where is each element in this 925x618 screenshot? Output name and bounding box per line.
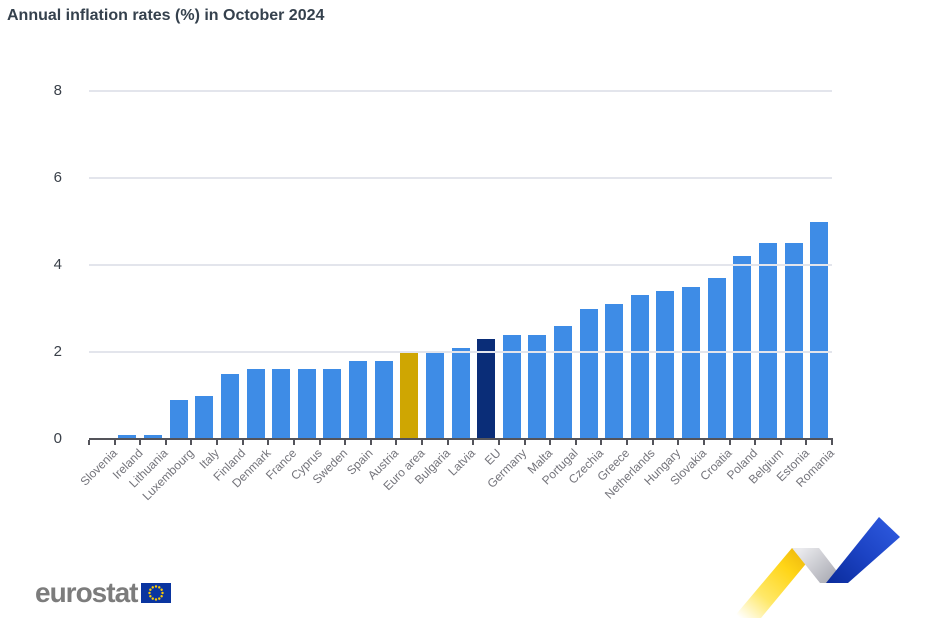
bar-france bbox=[272, 369, 291, 439]
x-tick-mark bbox=[267, 440, 270, 445]
x-tick-mark bbox=[318, 440, 321, 445]
x-tick-mark bbox=[651, 440, 654, 445]
x-tick-mark bbox=[805, 440, 808, 445]
bar-ireland bbox=[118, 434, 137, 439]
y-axis-label-0: 0 bbox=[53, 430, 62, 447]
x-tick-mark bbox=[702, 440, 705, 445]
bar-romania bbox=[810, 221, 829, 439]
bar-spain bbox=[349, 360, 368, 439]
x-tick-mark bbox=[549, 440, 552, 445]
bar-netherlands bbox=[630, 295, 649, 439]
y-axis-label-4: 4 bbox=[53, 256, 62, 273]
bar-czechia bbox=[579, 308, 598, 439]
y-axis-label-8: 8 bbox=[53, 82, 62, 99]
y-axis-label-6: 6 bbox=[53, 169, 62, 186]
bar-germany bbox=[502, 334, 521, 439]
x-tick-mark bbox=[472, 440, 475, 445]
bar-latvia bbox=[451, 347, 470, 439]
x-tick-mark bbox=[292, 440, 295, 445]
bar-malta bbox=[528, 334, 547, 439]
bar-bulgaria bbox=[425, 352, 444, 439]
bar-italy bbox=[195, 395, 214, 439]
bar-estonia bbox=[784, 243, 803, 439]
x-tick-mark bbox=[754, 440, 757, 445]
x-tick-mark bbox=[241, 440, 244, 445]
ribbon-silver-fold bbox=[792, 548, 846, 583]
bar-cyprus bbox=[297, 369, 316, 439]
x-tick-mark bbox=[164, 440, 167, 445]
bar-eu bbox=[477, 338, 496, 439]
bar-portugal bbox=[553, 325, 572, 439]
bar-austria bbox=[374, 360, 393, 439]
x-tick-mark bbox=[497, 440, 500, 445]
eurostat-logo: eurostat bbox=[35, 577, 172, 608]
chart-title: Annual inflation rates (%) in October 20… bbox=[7, 7, 325, 24]
x-tick-mark bbox=[779, 440, 782, 445]
gridline-6 bbox=[89, 177, 832, 179]
x-tick-mark bbox=[421, 440, 424, 445]
x-tick-mark bbox=[216, 440, 219, 445]
x-tick-mark bbox=[574, 440, 577, 445]
x-tick-mark bbox=[344, 440, 347, 445]
x-tick-mark bbox=[139, 440, 142, 445]
x-tick-mark bbox=[523, 440, 526, 445]
x-tick-mark bbox=[677, 440, 680, 445]
bar-greece bbox=[605, 304, 624, 439]
bar-lithuania bbox=[144, 434, 163, 439]
bar-euro-area bbox=[400, 352, 419, 439]
y-axis-label-2: 2 bbox=[53, 343, 62, 360]
eurostat-ribbon-graphic bbox=[733, 517, 900, 618]
bar-finland bbox=[220, 373, 239, 439]
x-tick-mark bbox=[190, 440, 193, 445]
gridline-2 bbox=[89, 351, 832, 353]
bar-luxembourg bbox=[169, 399, 188, 439]
x-tick-mark bbox=[831, 440, 833, 445]
x-tick-mark bbox=[88, 440, 90, 445]
ribbon-blue-band bbox=[826, 517, 900, 583]
bar-poland bbox=[733, 256, 752, 439]
bar-croatia bbox=[707, 278, 726, 439]
bar-slovakia bbox=[682, 286, 701, 439]
bar-sweden bbox=[323, 369, 342, 439]
x-tick-mark bbox=[600, 440, 603, 445]
ribbon-yellow-band bbox=[733, 548, 819, 618]
eu-flag-icon bbox=[141, 583, 172, 603]
x-tick-mark bbox=[446, 440, 449, 445]
x-tick-mark bbox=[395, 440, 398, 445]
x-axis-label-latvia: Latvia bbox=[445, 446, 479, 479]
gridline-4 bbox=[89, 264, 832, 266]
x-axis-line bbox=[89, 438, 833, 440]
eurostat-logo-text: eurostat bbox=[35, 577, 138, 608]
x-tick-mark bbox=[369, 440, 372, 445]
gridline-8 bbox=[89, 90, 832, 92]
bar-denmark bbox=[246, 369, 265, 439]
bar-belgium bbox=[758, 243, 777, 439]
x-tick-mark bbox=[113, 440, 116, 445]
x-tick-mark bbox=[626, 440, 629, 445]
bar-hungary bbox=[656, 291, 675, 439]
x-tick-mark bbox=[728, 440, 731, 445]
